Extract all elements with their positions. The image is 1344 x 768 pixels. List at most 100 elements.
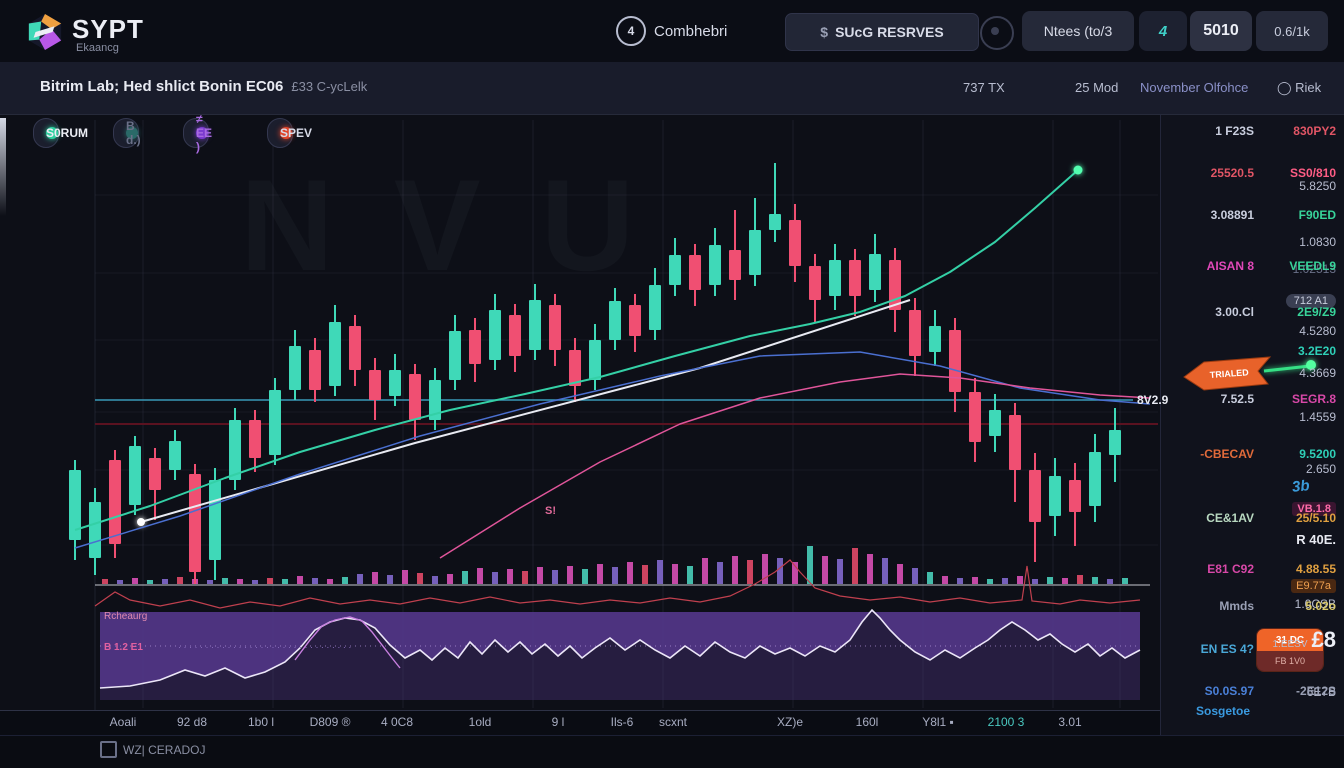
orderbook-row-value[interactable]: SEGR.8	[1291, 392, 1336, 406]
footer-logo-icon	[100, 741, 117, 758]
time-axis-label[interactable]: 2100 3	[987, 715, 1025, 729]
legend-chip-label: SPEV	[280, 126, 313, 140]
orderbook-row-label[interactable]: EN ES 4?	[1200, 642, 1254, 656]
time-axis-label[interactable]: 4 0C8	[380, 715, 414, 729]
orderbook-row-label[interactable]: E81 C92	[1207, 562, 1254, 576]
orderbook-row-value[interactable]: 4.88.55	[1295, 562, 1336, 576]
left-scroll-strip	[0, 118, 6, 216]
value-chip[interactable]: 5010	[1190, 11, 1252, 51]
orderbook-row-label[interactable]: 7.52.5	[1220, 392, 1254, 406]
market-header-item-1[interactable]: 25 Mod	[1075, 80, 1119, 95]
time-axis-label[interactable]: D809 ®	[309, 715, 351, 729]
buy-button[interactable]: 31 DC FB 1V0	[1256, 628, 1324, 672]
price-axis-label: 4.3669	[1299, 366, 1336, 380]
community-button[interactable]: 4 Combhebri	[616, 16, 727, 46]
notes-button[interactable]: Ntees (to/3	[1022, 11, 1134, 51]
market-header-item-3[interactable]: ◯ Riek	[1277, 80, 1322, 95]
orderbook-row-label[interactable]: 1 F23S	[1215, 124, 1254, 138]
price-axis-label: 712 A1	[1285, 294, 1336, 308]
time-axis-label[interactable]: 92 d8	[176, 715, 208, 729]
market-subtitle: £33 C-ycLelk	[291, 79, 368, 94]
time-axis-label[interactable]: 160l	[855, 715, 879, 729]
legend-chip-label: S0RUM	[46, 126, 89, 140]
orderbook-row-label[interactable]: S0.0S.97	[1204, 684, 1254, 698]
price-axis-label: 1.4559	[1299, 410, 1336, 424]
price-axis-label: VB.1.8	[1292, 502, 1336, 516]
time-axis-label[interactable]: 9 l	[551, 715, 565, 729]
app-logo-icon[interactable]	[26, 13, 64, 51]
time-axis-label[interactable]: Y8l1 ▪	[922, 715, 954, 729]
price-axis-label: 2.650	[1305, 462, 1336, 476]
search-button[interactable]: $ SUcG RESRVES	[785, 13, 979, 51]
search-label: SUcG RESRVES	[835, 24, 944, 40]
target-icon-button[interactable]	[980, 16, 1014, 50]
wing-icon: 4	[1158, 22, 1168, 40]
price-axis-label: 1.EESV £8	[1272, 627, 1336, 652]
orderbook-row-value[interactable]: VEEDL9	[1289, 259, 1336, 273]
legend-chip-dot-icon	[126, 127, 138, 139]
legend-chip-dot-icon	[46, 127, 58, 139]
app-title: SYPT	[72, 14, 144, 44]
orderbook-row-value[interactable]: 830PY2	[1293, 124, 1336, 138]
market-header-item-2[interactable]: November Olfohce	[1140, 80, 1249, 95]
legend-chip-0[interactable]: S0RUM	[33, 118, 88, 148]
community-count-icon: 4	[616, 16, 646, 46]
orderbook-row-value[interactable]: 25/5.10	[1295, 511, 1336, 525]
market-header-bar	[0, 62, 1344, 115]
price-axis-label: 6E7B	[1306, 685, 1336, 699]
legend-chip-label: B d.)	[126, 119, 141, 147]
orderbook-row-label[interactable]: 25520.5	[1210, 166, 1254, 180]
time-axis-label[interactable]: 3.01	[1058, 715, 1082, 729]
watermark: NVU	[240, 150, 694, 300]
footer-bar	[0, 735, 1344, 768]
orderbook-row-label[interactable]: 3.00.Cl	[1215, 305, 1254, 319]
price-axis-label: R 40E.	[1296, 532, 1336, 547]
market-title: Bitrim Lab; Hed shlict Bonin EC06 £33 C-y…	[40, 78, 367, 95]
orderbook-row-value[interactable]: SS0/810	[1289, 166, 1336, 180]
currency-icon: $	[820, 24, 829, 40]
orderbook-row-value[interactable]: -2E12S	[1295, 684, 1336, 698]
time-axis-label[interactable]: Ils-6	[610, 715, 634, 729]
orderbook-scribble: 3b	[1291, 477, 1311, 496]
wing-icon-chip[interactable]: 4	[1139, 11, 1187, 51]
footer-brand-text: WZ| CERADOJ	[123, 742, 206, 757]
price-axis-label: 1.0CSB	[1294, 597, 1336, 611]
legend-chip-2[interactable]: ≠ EE )	[183, 112, 212, 154]
sidebar-link[interactable]: Sosgetoe	[1196, 704, 1251, 718]
buy-button-label: 31 DC	[1257, 629, 1323, 651]
price-axis-label: 4.5280	[1299, 324, 1336, 338]
time-axis-label[interactable]: Aoali	[109, 715, 137, 729]
orderbook-row-value[interactable]: 3.2E20	[1297, 344, 1336, 358]
orderbook-row-value[interactable]: 2E9/Z9	[1297, 305, 1336, 319]
legend-chip-3[interactable]: SPEV	[267, 118, 312, 148]
legend-chip-label: ≠ EE )	[196, 112, 213, 154]
market-header-item-0[interactable]: 737 TX	[963, 80, 1005, 95]
orderbook-row-label[interactable]: -CBECAV	[1200, 447, 1254, 461]
rate-chip[interactable]: 0.6/1k	[1256, 11, 1328, 51]
price-axis-label: 1.0830	[1299, 235, 1336, 249]
market-title-text: Bitrim Lab; Hed shlict Bonin EC06	[40, 78, 284, 95]
orderbook-row-label[interactable]: AISAN 8	[1206, 259, 1254, 273]
community-label: Combhebri	[654, 22, 728, 40]
legend-chip-dot-icon	[280, 127, 292, 139]
orderbook-row-value[interactable]: 5.02o	[1305, 599, 1336, 613]
legend-chip-dot-icon	[196, 127, 208, 139]
time-axis-label[interactable]: XZ)e	[776, 715, 804, 729]
price-axis-label: 5.8250	[1299, 179, 1336, 193]
orderbook-row-label[interactable]: 3.08891	[1210, 208, 1254, 222]
app-subtitle: Ekaancg	[76, 42, 119, 54]
orderbook-row-value[interactable]: F90ED	[1298, 208, 1336, 222]
orderbook-row-label[interactable]: Mmds	[1219, 599, 1254, 613]
time-axis-label[interactable]: scxnt	[658, 715, 688, 729]
buy-button-sublabel: FB 1V0	[1257, 651, 1323, 671]
time-axis-label[interactable]: 1b0 l	[247, 715, 275, 729]
orderbook-row-value[interactable]: 9.5200	[1299, 447, 1336, 461]
price-axis-label: 1.02513	[1292, 262, 1336, 276]
legend-chip-1[interactable]: B d.)	[113, 118, 141, 148]
orderbook-row-label[interactable]: CE&1AV	[1206, 511, 1254, 525]
price-axis-label: E9.77a	[1291, 579, 1336, 593]
time-axis[interactable]	[0, 710, 1160, 736]
footer-brand: WZ| CERADOJ	[100, 741, 205, 758]
time-axis-label[interactable]: 1old	[468, 715, 492, 729]
